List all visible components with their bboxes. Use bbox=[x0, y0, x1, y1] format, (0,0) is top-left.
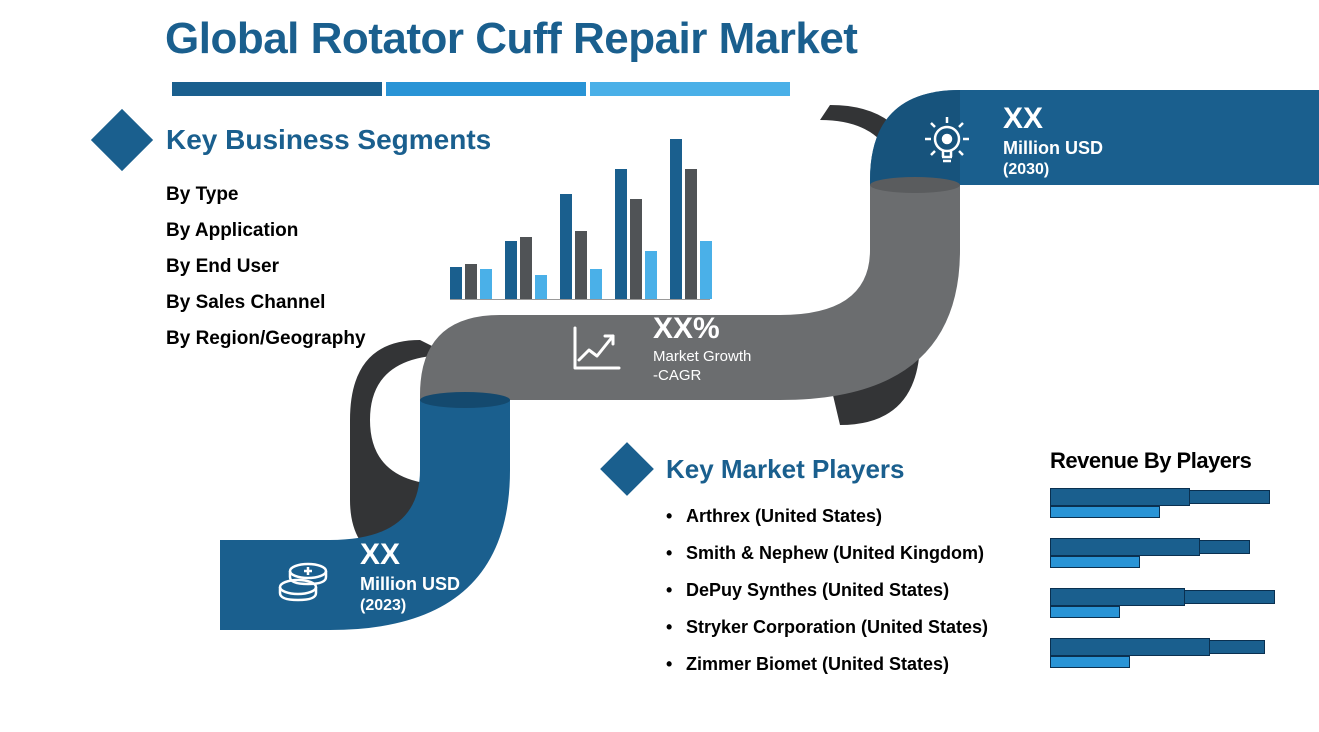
revenue-bar-accent bbox=[1050, 606, 1120, 618]
page-title: Global Rotator Cuff Repair Market bbox=[165, 14, 857, 64]
player-item: DePuy Synthes (United States) bbox=[666, 580, 1046, 601]
key-players-section: Key Market Players Arthrex (United State… bbox=[608, 450, 1046, 691]
node-2023: XX Million USD (2023) bbox=[272, 538, 460, 615]
diamond-icon bbox=[600, 442, 654, 496]
node-2023-unit: Million USD bbox=[360, 574, 460, 595]
node-2030-year: (2030) bbox=[1003, 161, 1103, 179]
node-2023-value: XX bbox=[360, 538, 460, 572]
revenue-bar-accent bbox=[1050, 506, 1160, 518]
node-2023-year: (2023) bbox=[360, 597, 460, 615]
lightbulb-icon bbox=[915, 109, 979, 173]
revenue-bar-accent bbox=[1050, 656, 1130, 668]
revenue-bar-front bbox=[1050, 638, 1210, 656]
revenue-bars bbox=[1050, 490, 1251, 670]
node-2030-unit: Million USD bbox=[1003, 138, 1103, 159]
revenue-bar-group bbox=[1050, 640, 1251, 670]
player-item: Stryker Corporation (United States) bbox=[666, 617, 1046, 638]
revenue-bar-group bbox=[1050, 540, 1251, 570]
revenue-bar-accent bbox=[1050, 556, 1140, 568]
node-2030-value: XX bbox=[1003, 102, 1103, 136]
coins-icon bbox=[272, 545, 336, 609]
player-item: Zimmer Biomet (United States) bbox=[666, 654, 1046, 675]
node-2030: XX Million USD (2030) bbox=[915, 102, 1103, 179]
revenue-bar-group bbox=[1050, 590, 1251, 620]
players-title: Key Market Players bbox=[666, 454, 904, 485]
node-growth: XX% Market Growth -CAGR bbox=[565, 312, 751, 384]
players-list: Arthrex (United States) Smith & Nephew (U… bbox=[666, 506, 1046, 675]
node-growth-value: XX% bbox=[653, 312, 751, 346]
revenue-bar-front bbox=[1050, 488, 1190, 506]
growth-chart-icon bbox=[565, 316, 629, 380]
revenue-section: Revenue By Players bbox=[1050, 448, 1251, 690]
diamond-icon bbox=[91, 109, 153, 171]
revenue-bar-front bbox=[1050, 538, 1200, 556]
revenue-bar-group bbox=[1050, 490, 1251, 520]
player-item: Smith & Nephew (United Kingdom) bbox=[666, 543, 1046, 564]
revenue-title: Revenue By Players bbox=[1050, 448, 1251, 474]
node-growth-label: Market Growth bbox=[653, 348, 751, 365]
node-growth-sub: -CAGR bbox=[653, 367, 751, 384]
player-item: Arthrex (United States) bbox=[666, 506, 1046, 527]
revenue-bar-front bbox=[1050, 588, 1185, 606]
